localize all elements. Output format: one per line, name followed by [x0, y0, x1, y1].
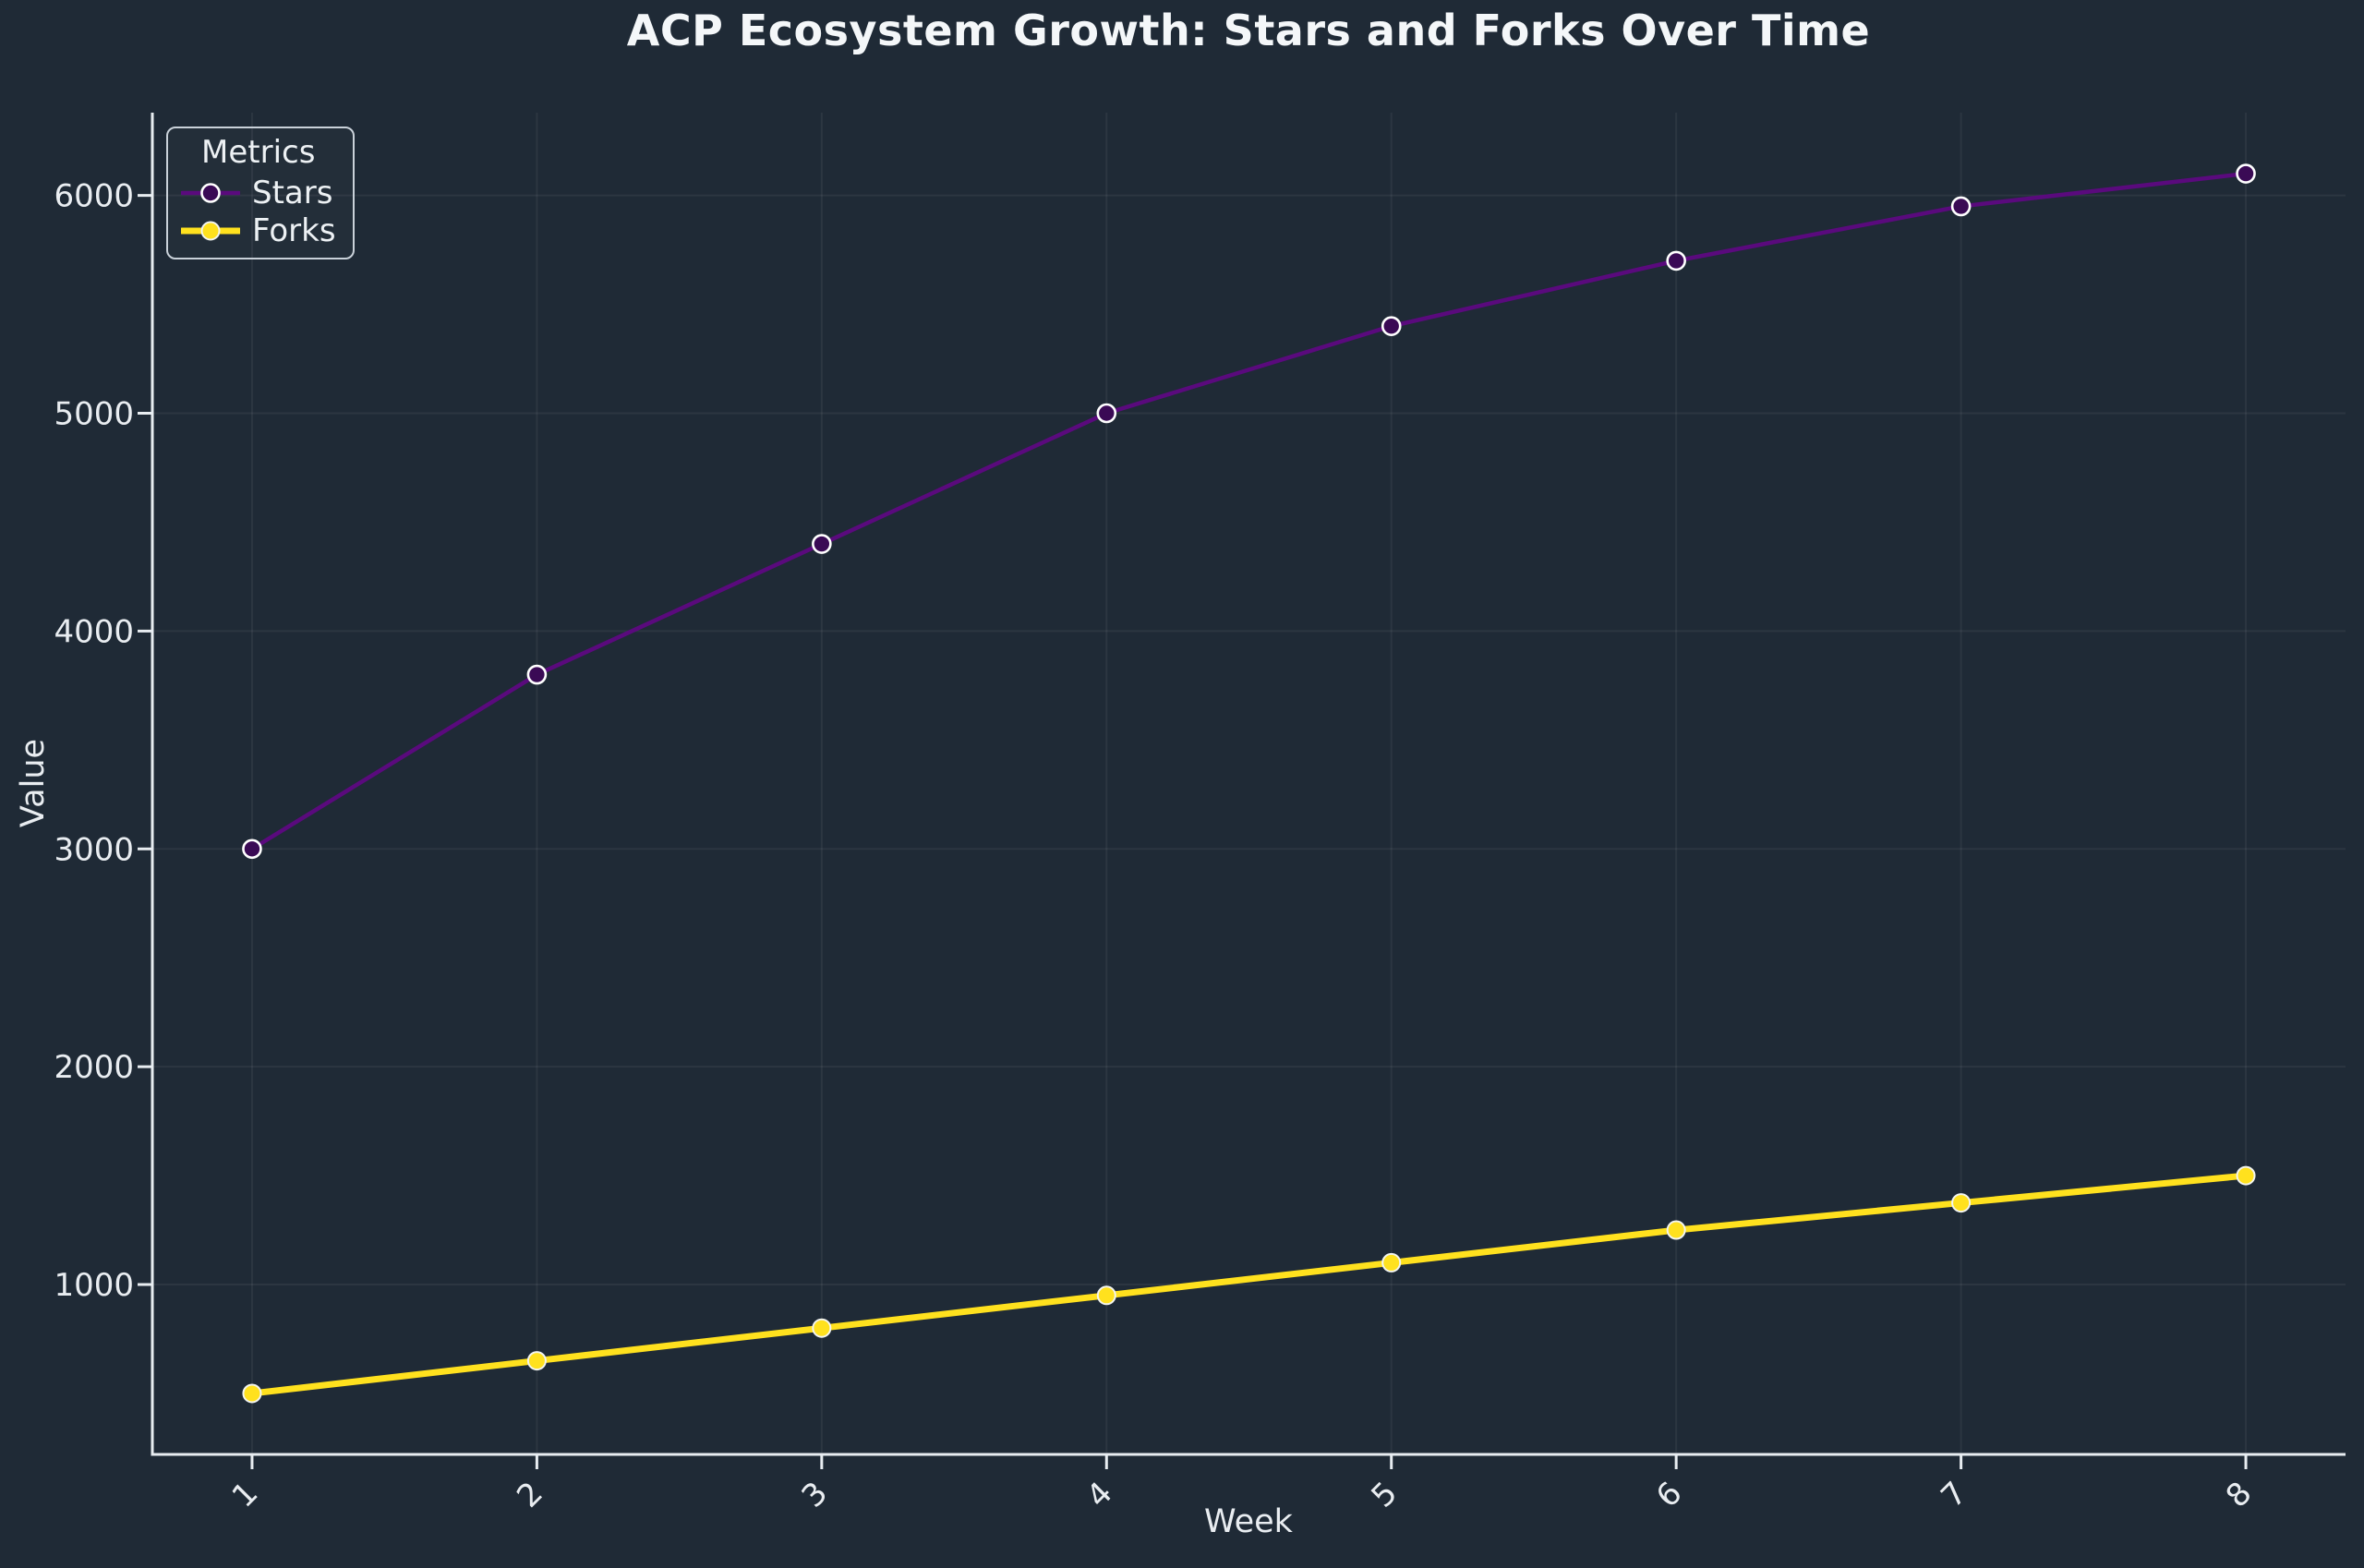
forks-legend-marker [200, 221, 221, 241]
y-tick-label: 2000 [54, 1049, 134, 1086]
stars-marker-week-1 [242, 838, 262, 860]
stars-marker-week-2 [526, 664, 548, 685]
x-tick-label: 6 [1649, 1475, 1690, 1515]
legend-label-stars: Stars [252, 175, 333, 211]
stars-marker-week-7 [1950, 196, 1972, 217]
stars-marker-week-8 [2236, 163, 2256, 184]
forks-marker-week-8 [2236, 1165, 2256, 1186]
legend-item-stars: Stars [181, 177, 336, 209]
forks-line [248, 1172, 2249, 1397]
forks-marker-week-2 [526, 1351, 547, 1371]
stars-marker-week-6 [1666, 250, 1686, 271]
x-tick-label: 7 [1934, 1475, 1974, 1515]
y-tick-label: 6000 [54, 178, 134, 215]
forks-marker-week-6 [1666, 1220, 1686, 1240]
forks-marker-week-5 [1381, 1252, 1402, 1272]
y-tick-label: 5000 [54, 396, 134, 433]
x-tick-label: 8 [2219, 1475, 2260, 1515]
legend-label-forks: Forks [252, 212, 336, 249]
stars-line [249, 171, 2249, 851]
y-tick-label: 4000 [54, 613, 134, 650]
forks-marker-week-3 [812, 1318, 832, 1338]
x-tick-label: 3 [795, 1475, 836, 1515]
forks-marker-week-1 [242, 1383, 262, 1404]
x-tick-label: 2 [510, 1475, 550, 1515]
stars-marker-week-3 [812, 534, 832, 554]
x-tick-label: 5 [1364, 1475, 1405, 1515]
y-tick-label: 1000 [54, 1267, 134, 1304]
stars-marker-week-4 [1096, 403, 1117, 424]
legend: Metrics Stars Forks [166, 127, 355, 259]
legend-item-forks: Forks [181, 215, 336, 247]
x-axis-label: Week [1204, 1503, 1293, 1540]
forks-legend-swatch-icon [181, 221, 240, 241]
stars-legend-swatch-icon [181, 183, 240, 203]
x-tick-label: 1 [225, 1475, 266, 1515]
y-axis-label: Value [15, 738, 52, 828]
legend-title: Metrics [201, 134, 316, 171]
y-tick-label: 3000 [54, 831, 134, 868]
stars-legend-marker [200, 183, 221, 203]
x-tick-label: 4 [1079, 1475, 1120, 1515]
forks-marker-week-7 [1951, 1193, 1972, 1213]
stars-marker-week-5 [1381, 316, 1402, 336]
chart-title: ACP Ecosystem Growth: Stars and Forks Ov… [626, 6, 1871, 55]
forks-marker-week-4 [1096, 1285, 1116, 1306]
